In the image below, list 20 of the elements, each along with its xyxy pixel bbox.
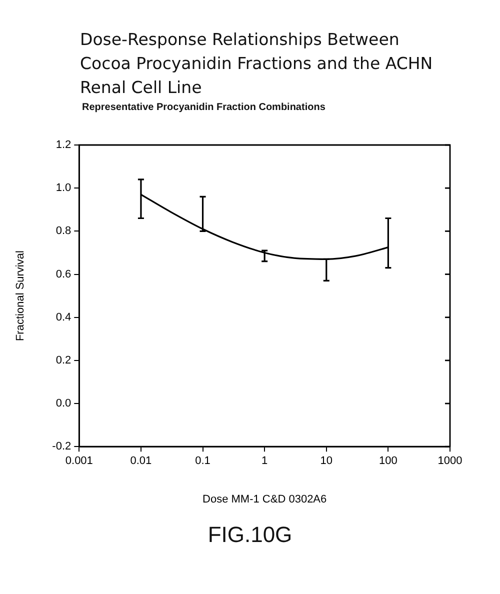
y-tick-label: 0.0 <box>56 398 72 410</box>
x-tick-label: 0.001 <box>65 455 93 468</box>
x-tick-label: 1000 <box>438 455 462 468</box>
y-tick-label: 1.0 <box>56 182 72 194</box>
caption: FIG.10G <box>206 522 294 548</box>
x-tick-label: 100 <box>379 455 398 468</box>
chart-subtitle: Representative Procyanidin Fraction Combinations <box>82 102 326 113</box>
chart-title: Dose-Response Relationships Between Cocoa Procyanidin Fractions and the ACHN Renal Cell Line <box>80 29 434 99</box>
x-tick-label: 0.1 <box>195 455 210 468</box>
y-tick-label: 1.2 <box>56 139 72 152</box>
y-tick-label: 0.4 <box>56 311 72 324</box>
y-tick-label: 0.8 <box>56 225 72 238</box>
y-tick-label: 0.6 <box>56 268 72 280</box>
y-tick-label: -0.2 <box>52 440 72 453</box>
y-axis-title: Fractional Survival <box>14 250 27 342</box>
x-tick-label: 1 <box>262 455 268 468</box>
x-axis-title: Dose MM-1 C&D 0302A6 <box>202 493 327 506</box>
x-tick-label: 0.01 <box>130 455 152 468</box>
x-tick-label: 10 <box>320 455 333 468</box>
y-tick-label: 0.2 <box>56 354 72 366</box>
